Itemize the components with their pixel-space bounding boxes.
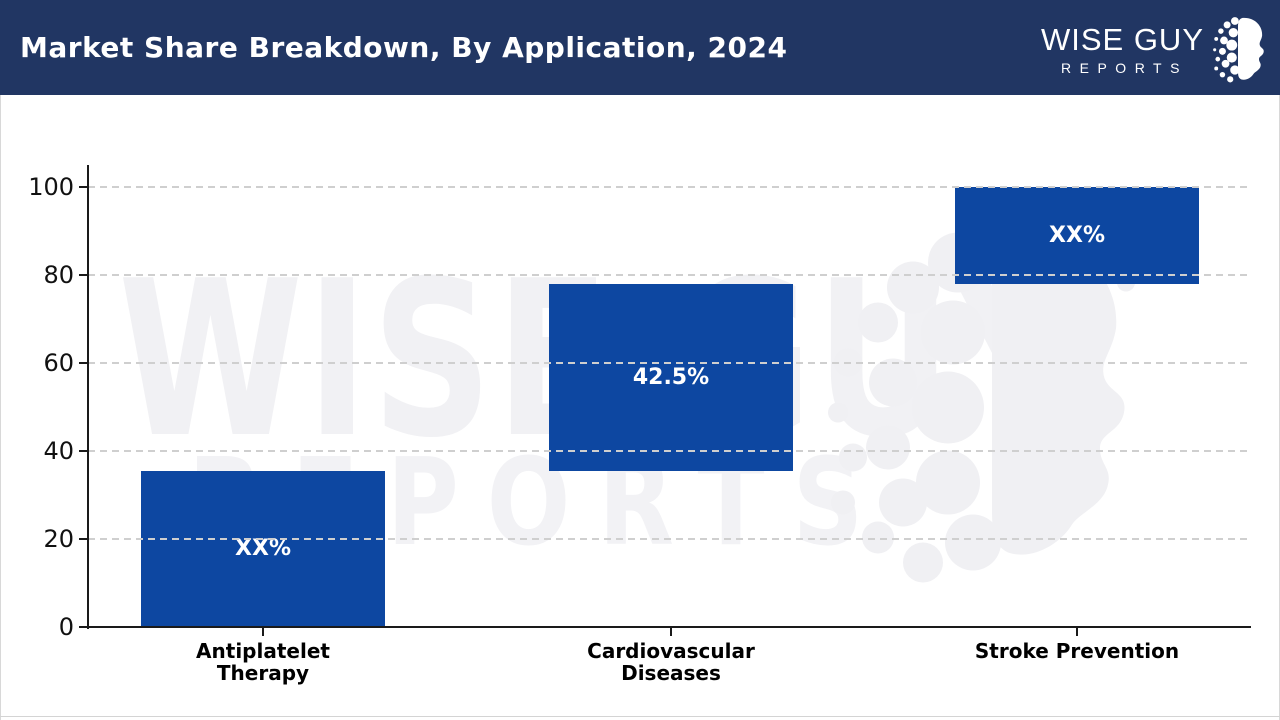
brand-name: WISE GUY: [1040, 21, 1204, 57]
brand-logo: WISE GUY REPORTS: [1041, 6, 1266, 92]
gridline: [88, 274, 1251, 276]
y-axis-tick: [79, 274, 87, 276]
x-axis-tick: [1076, 627, 1078, 636]
x-axis-category-label: Antiplatelet Therapy: [196, 639, 330, 685]
y-axis-tick-label: 0: [58, 613, 74, 641]
y-axis-tick: [79, 186, 87, 188]
bar-value-label: XX%: [235, 536, 291, 562]
y-axis-tick-label: 100: [28, 173, 74, 201]
x-axis-category-label: Cardiovascular Diseases: [587, 639, 755, 685]
brand-text: WISE GUY REPORTS: [1041, 24, 1204, 75]
y-axis-tick-label: 80: [43, 261, 74, 289]
bar-value-label: 42.5%: [632, 364, 710, 390]
gridline: [88, 186, 1251, 188]
bar-segment: XX%: [955, 187, 1199, 284]
gridline: [88, 450, 1251, 452]
header: Market Share Breakdown, By Application, …: [0, 0, 1280, 95]
bar-segment: XX%: [141, 470, 385, 627]
y-axis-tick: [79, 538, 87, 540]
x-axis-tick: [262, 627, 264, 636]
gridline: [88, 538, 1251, 540]
brand-head-icon: [1213, 17, 1264, 83]
y-axis-spine: [87, 165, 89, 629]
bar-segment: 42.5%: [549, 283, 793, 471]
y-axis-tick: [79, 450, 87, 452]
x-axis-tick: [670, 627, 672, 636]
bottom-divider: [0, 716, 1280, 717]
y-axis-tick: [79, 626, 87, 628]
gridline: [88, 362, 1251, 364]
y-axis-tick-label: 20: [43, 525, 74, 553]
page-title: Market Share Breakdown, By Application, …: [20, 31, 788, 64]
y-axis-tick: [79, 362, 87, 364]
x-axis-category-label: Stroke Prevention: [974, 639, 1180, 663]
y-axis-tick-label: 40: [43, 437, 74, 465]
bar-value-label: XX%: [1049, 222, 1105, 248]
y-axis-tick-label: 60: [43, 349, 74, 377]
x-axis-spine: [87, 626, 1251, 628]
brand-subtitle: REPORTS: [1061, 59, 1188, 76]
